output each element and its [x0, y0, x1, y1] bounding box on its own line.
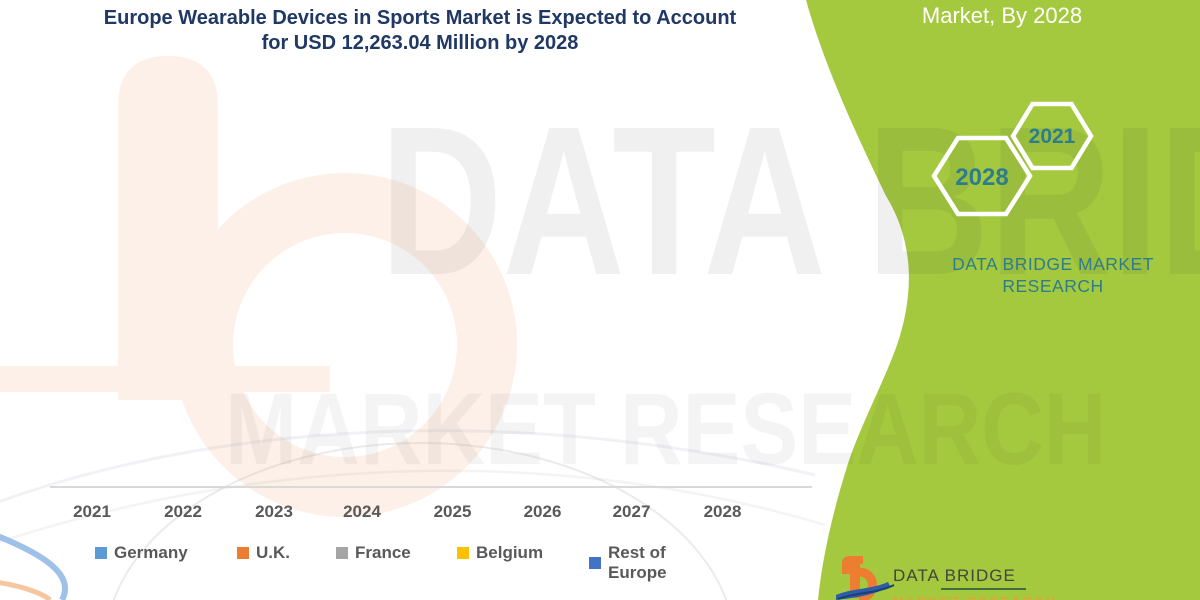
- chart-title: Europe Wearable Devices in Sports Market…: [60, 6, 780, 56]
- legend-swatch-icon: [237, 547, 249, 559]
- legend-item-france: France: [336, 543, 411, 563]
- legend-label: U.K.: [256, 543, 290, 562]
- legend-swatch-icon: [336, 547, 348, 559]
- legend-swatch-icon: [95, 547, 107, 559]
- x-axis-label-2021: 2021: [73, 502, 111, 521]
- side-panel-caption: Market, By 2028: [921, 3, 1083, 28]
- footer-logo: DATA BRIDGE MARKET RESEARCH: [836, 552, 1136, 600]
- legend-swatch-icon: [457, 547, 469, 559]
- x-axis-label-2028: 2028: [703, 502, 742, 521]
- legend-label: Germany: [114, 543, 188, 562]
- x-axis-label-2025: 2025: [433, 502, 472, 521]
- hexagon-badge-2021: [1010, 101, 1094, 171]
- legend-item-uk: U.K.: [237, 543, 290, 563]
- legend-label: Belgium: [476, 543, 544, 562]
- legend-label: France: [355, 543, 411, 562]
- dbmr-logo-icon: [836, 556, 895, 600]
- hexagon-badge-2028-label: 2028: [955, 164, 1008, 191]
- side-panel-brand-line1: DATA BRIDGE MARKET: [952, 254, 1154, 274]
- legend-item-restofeurope: Rest of Europe: [589, 543, 667, 583]
- hexagon-badge-2028: [931, 135, 1033, 217]
- chart-title-line2: for USD 12,263.04 Million by 2028: [261, 32, 579, 54]
- legend-swatch-icon: [589, 557, 601, 569]
- footer-brand-underline: [941, 588, 1026, 590]
- x-axis-label-2026: 2026: [523, 502, 562, 521]
- side-panel-brand-text: DATA BRIDGE MARKET RESEARCH: [928, 253, 1178, 297]
- legend-item-germany: Germany: [95, 543, 188, 563]
- year-badges: 2028 2021: [931, 101, 1094, 217]
- x-axis-label-2024: 2024: [343, 502, 381, 521]
- footer-brand-text: DATA BRIDGE: [893, 566, 1016, 585]
- chart-title-line1: Europe Wearable Devices in Sports Market…: [103, 7, 737, 29]
- side-panel-brand-line2: RESEARCH: [1002, 276, 1104, 296]
- x-axis-label-2023: 2023: [255, 502, 293, 521]
- x-axis-label-2027: 2027: [612, 502, 651, 521]
- hexagon-badge-2021-label: 2021: [1029, 125, 1076, 148]
- legend-label: Rest of Europe: [608, 543, 667, 582]
- legend-item-belgium: Belgium: [457, 543, 543, 563]
- x-axis-label-2022: 2022: [164, 502, 202, 521]
- footer-subbrand-text: MARKET RESEARCH: [893, 595, 1058, 600]
- x-axis-line: [50, 486, 812, 488]
